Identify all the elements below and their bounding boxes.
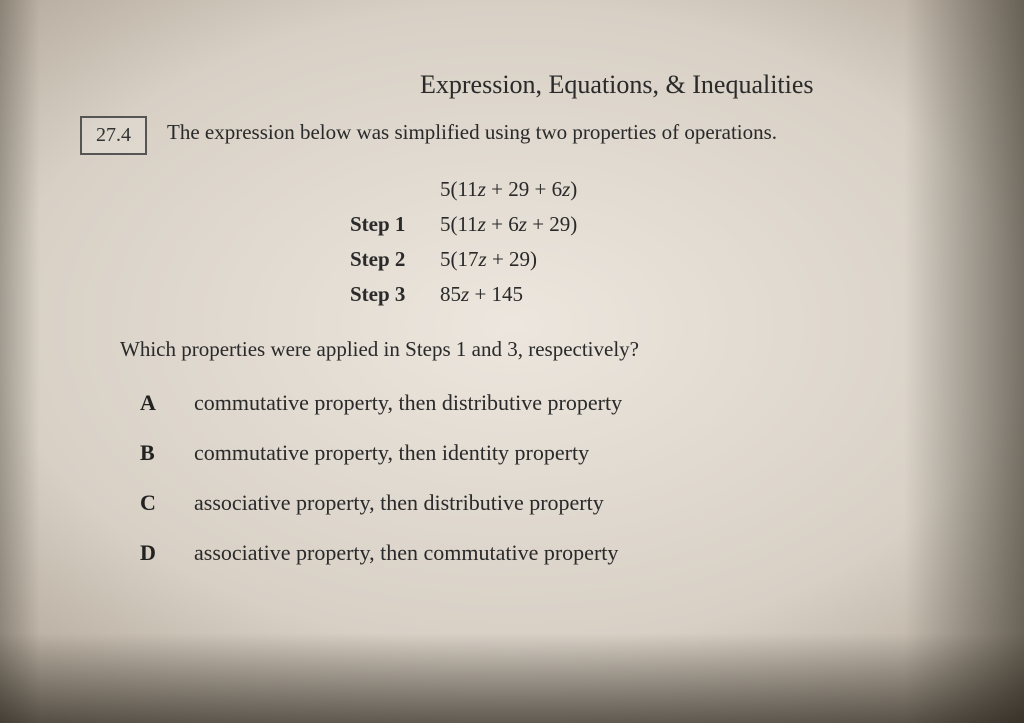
choice-text: commutative property, then identity prop… — [194, 440, 589, 466]
step-expression: 85z + 145 — [440, 282, 523, 307]
choice-text: associative property, then distributive … — [194, 490, 604, 516]
original-expression: 5(11z + 29 + 6z) — [440, 177, 577, 202]
step-label: Step 3 — [350, 282, 440, 307]
step-label: Step 1 — [350, 212, 440, 237]
prompt-row: 27.4 The expression below was simplified… — [80, 114, 944, 155]
question-number-box: 27.4 — [80, 116, 147, 155]
step-expression: 5(17z + 29) — [440, 247, 537, 272]
original-expression-row: 5(11z + 29 + 6z) — [350, 177, 944, 202]
step-label: Step 2 — [350, 247, 440, 272]
chapter-title: Expression, Equations, & Inequalities — [420, 70, 944, 100]
choice-letter: D — [140, 540, 166, 566]
document-page: Expression, Equations, & Inequalities 27… — [0, 0, 1024, 630]
photo-shadow-bottom — [0, 633, 1024, 723]
choice-text: associative property, then commutative p… — [194, 540, 618, 566]
choice-row[interactable]: D associative property, then commutative… — [140, 540, 944, 566]
choice-letter: B — [140, 440, 166, 466]
step-row: Step 1 5(11z + 6z + 29) — [350, 212, 944, 237]
choice-row[interactable]: A commutative property, then distributiv… — [140, 390, 944, 416]
choice-text: commutative property, then distributive … — [194, 390, 622, 416]
answer-choices: A commutative property, then distributiv… — [140, 390, 944, 566]
step-expression: 5(11z + 6z + 29) — [440, 212, 577, 237]
worked-expressions: 5(11z + 29 + 6z) Step 1 5(11z + 6z + 29)… — [350, 177, 944, 307]
choice-letter: A — [140, 390, 166, 416]
choice-row[interactable]: C associative property, then distributiv… — [140, 490, 944, 516]
prompt-text: The expression below was simplified usin… — [167, 114, 777, 146]
step-row: Step 2 5(17z + 29) — [350, 247, 944, 272]
choice-letter: C — [140, 490, 166, 516]
followup-question: Which properties were applied in Steps 1… — [120, 337, 944, 362]
choice-row[interactable]: B commutative property, then identity pr… — [140, 440, 944, 466]
step-row: Step 3 85z + 145 — [350, 282, 944, 307]
